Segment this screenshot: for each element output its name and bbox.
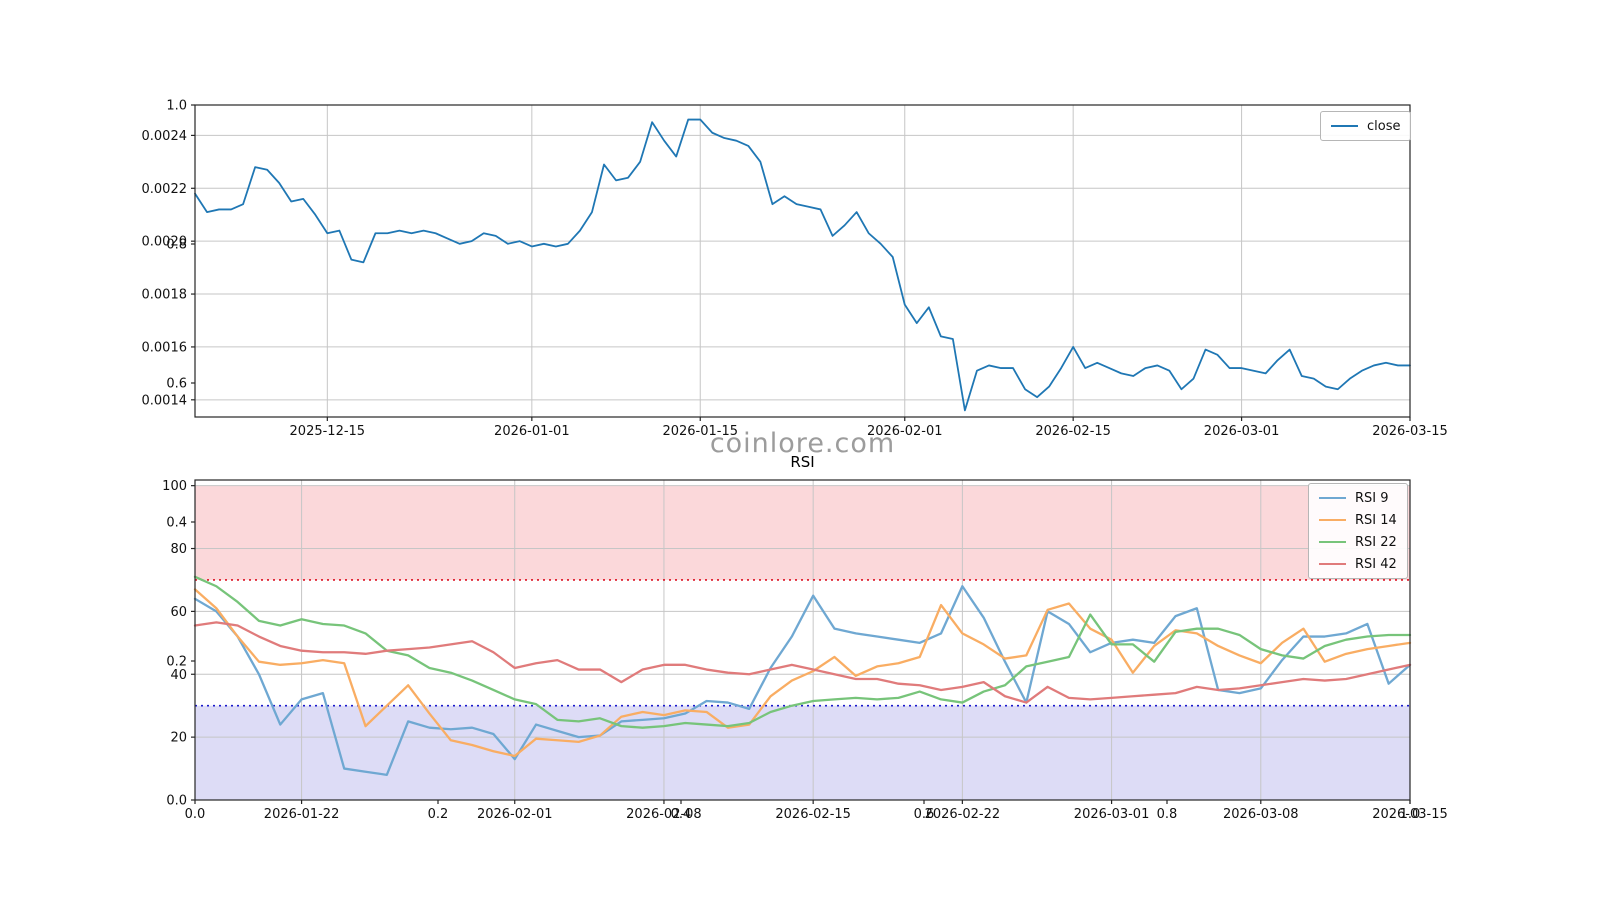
axis-tick-label: 40 — [170, 668, 187, 683]
axis-tick-label: 0.4 — [671, 807, 692, 822]
axis-tick-label: 0.4 — [166, 516, 187, 531]
axis-tick-label: 1.0 — [166, 99, 187, 114]
axis-tick-label: 2026-02-15 — [1035, 424, 1111, 439]
axis-tick-label: 0.0022 — [142, 182, 188, 197]
axis-tick-label: 0.0016 — [142, 340, 188, 355]
axis-tick-label: 2026-03-08 — [1223, 807, 1299, 822]
axis-tick-label: 100 — [162, 479, 187, 494]
axis-tick-label: 0.0014 — [142, 393, 188, 408]
legend-line-swatch — [1319, 563, 1346, 565]
axis-tick-label: 2025-12-15 — [290, 424, 366, 439]
oversold-band — [195, 705, 1410, 800]
legend-label: RSI 42 — [1355, 556, 1397, 572]
axis-tick-label: 2026-03-01 — [1074, 807, 1150, 822]
legend-item-rsi-14: RSI 14 — [1319, 511, 1397, 529]
legend-item-close: close — [1331, 117, 1400, 135]
axis-tick-label: 2026-02-22 — [925, 807, 1001, 822]
rsi-42-line — [193, 621, 1412, 704]
axes-border — [194, 104, 1411, 418]
axis-tick-label: 0.0 — [166, 794, 187, 809]
overbought-band — [195, 485, 1410, 580]
axes-border — [194, 479, 1411, 801]
axis-tick-label: 2026-03-15 — [1372, 807, 1448, 822]
axis-tick-label: 0.2 — [428, 807, 449, 822]
grid-lines — [195, 105, 1411, 417]
axis-tick-label: 0.2 — [166, 655, 187, 670]
legend-label: RSI 22 — [1355, 534, 1397, 550]
axis-tick-label: 2026-02-01 — [477, 807, 553, 822]
rsi-legend: RSI 9 RSI 14 RSI 22 RSI 42 — [1308, 483, 1408, 579]
axis-tick-label: 2026-02-15 — [775, 807, 851, 822]
legend-label: close — [1367, 118, 1401, 134]
legend-item-rsi-22: RSI 22 — [1319, 533, 1397, 551]
axis-tick-label: 2026-01-22 — [264, 807, 340, 822]
legend-item-rsi-9: RSI 9 — [1319, 489, 1397, 507]
rsi-22-line — [193, 575, 1412, 729]
price-legend: close — [1320, 111, 1412, 141]
axis-tick-label: 0.0024 — [142, 129, 188, 144]
axis-tick-label: 0.8 — [166, 238, 187, 253]
legend-line-swatch — [1319, 497, 1346, 499]
axis-tick-label: 20 — [170, 731, 187, 746]
legend-line-swatch — [1319, 519, 1346, 521]
close-line — [194, 118, 1411, 412]
axis-tick-label: 0.6 — [166, 377, 187, 392]
watermark: coinlore.com — [709, 428, 896, 459]
axis-tick-label: 2026-01-15 — [662, 424, 738, 439]
legend-line-swatch — [1331, 125, 1358, 127]
axis-tick-label: 60 — [170, 605, 187, 620]
axis-tick-label: 80 — [170, 542, 187, 557]
axis-tick-label: 2026-02-01 — [867, 424, 943, 439]
axis-tick-label: 2026-02-08 — [626, 807, 702, 822]
axis-tick-label: 2026-03-01 — [1204, 424, 1280, 439]
axis-tick-label: 0.0 — [185, 807, 206, 822]
axis-tick-label: 0.0018 — [142, 288, 188, 303]
legend-line-swatch — [1319, 541, 1346, 543]
axis-tick-label: 2026-01-01 — [494, 424, 570, 439]
legend-label: RSI 9 — [1355, 490, 1389, 506]
legend-label: RSI 14 — [1355, 512, 1397, 528]
legend-item-rsi-42: RSI 42 — [1319, 555, 1397, 573]
rsi-14-line — [193, 588, 1412, 758]
axis-tick-label: 0.6 — [914, 807, 935, 822]
axis-tick-label: 0.0020 — [142, 235, 188, 250]
axis-tick-label: 2026-03-15 — [1372, 424, 1448, 439]
grid-lines — [195, 480, 1411, 800]
axis-tick-label: 1.0 — [1400, 807, 1421, 822]
rsi-9-line — [193, 585, 1412, 776]
rsi-chart-title: RSI — [790, 453, 815, 471]
axis-tick-label: 0.8 — [1157, 807, 1178, 822]
